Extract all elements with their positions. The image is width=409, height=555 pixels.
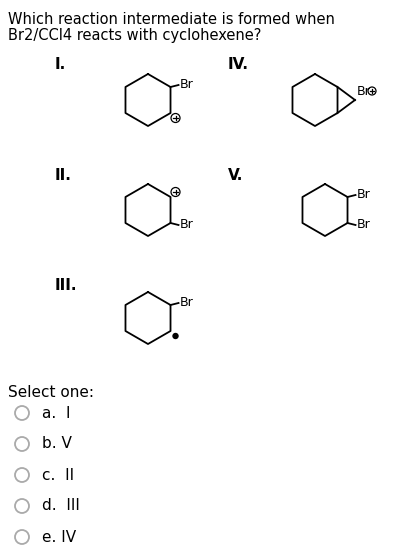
Text: Select one:: Select one: (8, 385, 94, 400)
Text: Br2/CCl4 reacts with cyclohexene?: Br2/CCl4 reacts with cyclohexene? (8, 28, 261, 43)
Text: V.: V. (227, 168, 243, 183)
Text: c.  II: c. II (42, 467, 74, 482)
Text: Which reaction intermediate is formed when: Which reaction intermediate is formed wh… (8, 12, 334, 27)
Text: III.: III. (55, 278, 77, 293)
Text: Br: Br (179, 296, 193, 310)
Text: Br: Br (179, 219, 193, 231)
Circle shape (173, 334, 178, 339)
Text: e. IV: e. IV (42, 529, 76, 544)
Text: b. V: b. V (42, 436, 72, 452)
Text: Br: Br (356, 85, 370, 98)
Text: I.: I. (55, 57, 66, 72)
Text: IV.: IV. (227, 57, 248, 72)
Text: Br: Br (356, 219, 369, 231)
Text: Br: Br (179, 78, 193, 92)
Text: d.  III: d. III (42, 498, 80, 513)
Text: Br: Br (356, 189, 369, 201)
Text: II.: II. (55, 168, 72, 183)
Text: a.  I: a. I (42, 406, 70, 421)
